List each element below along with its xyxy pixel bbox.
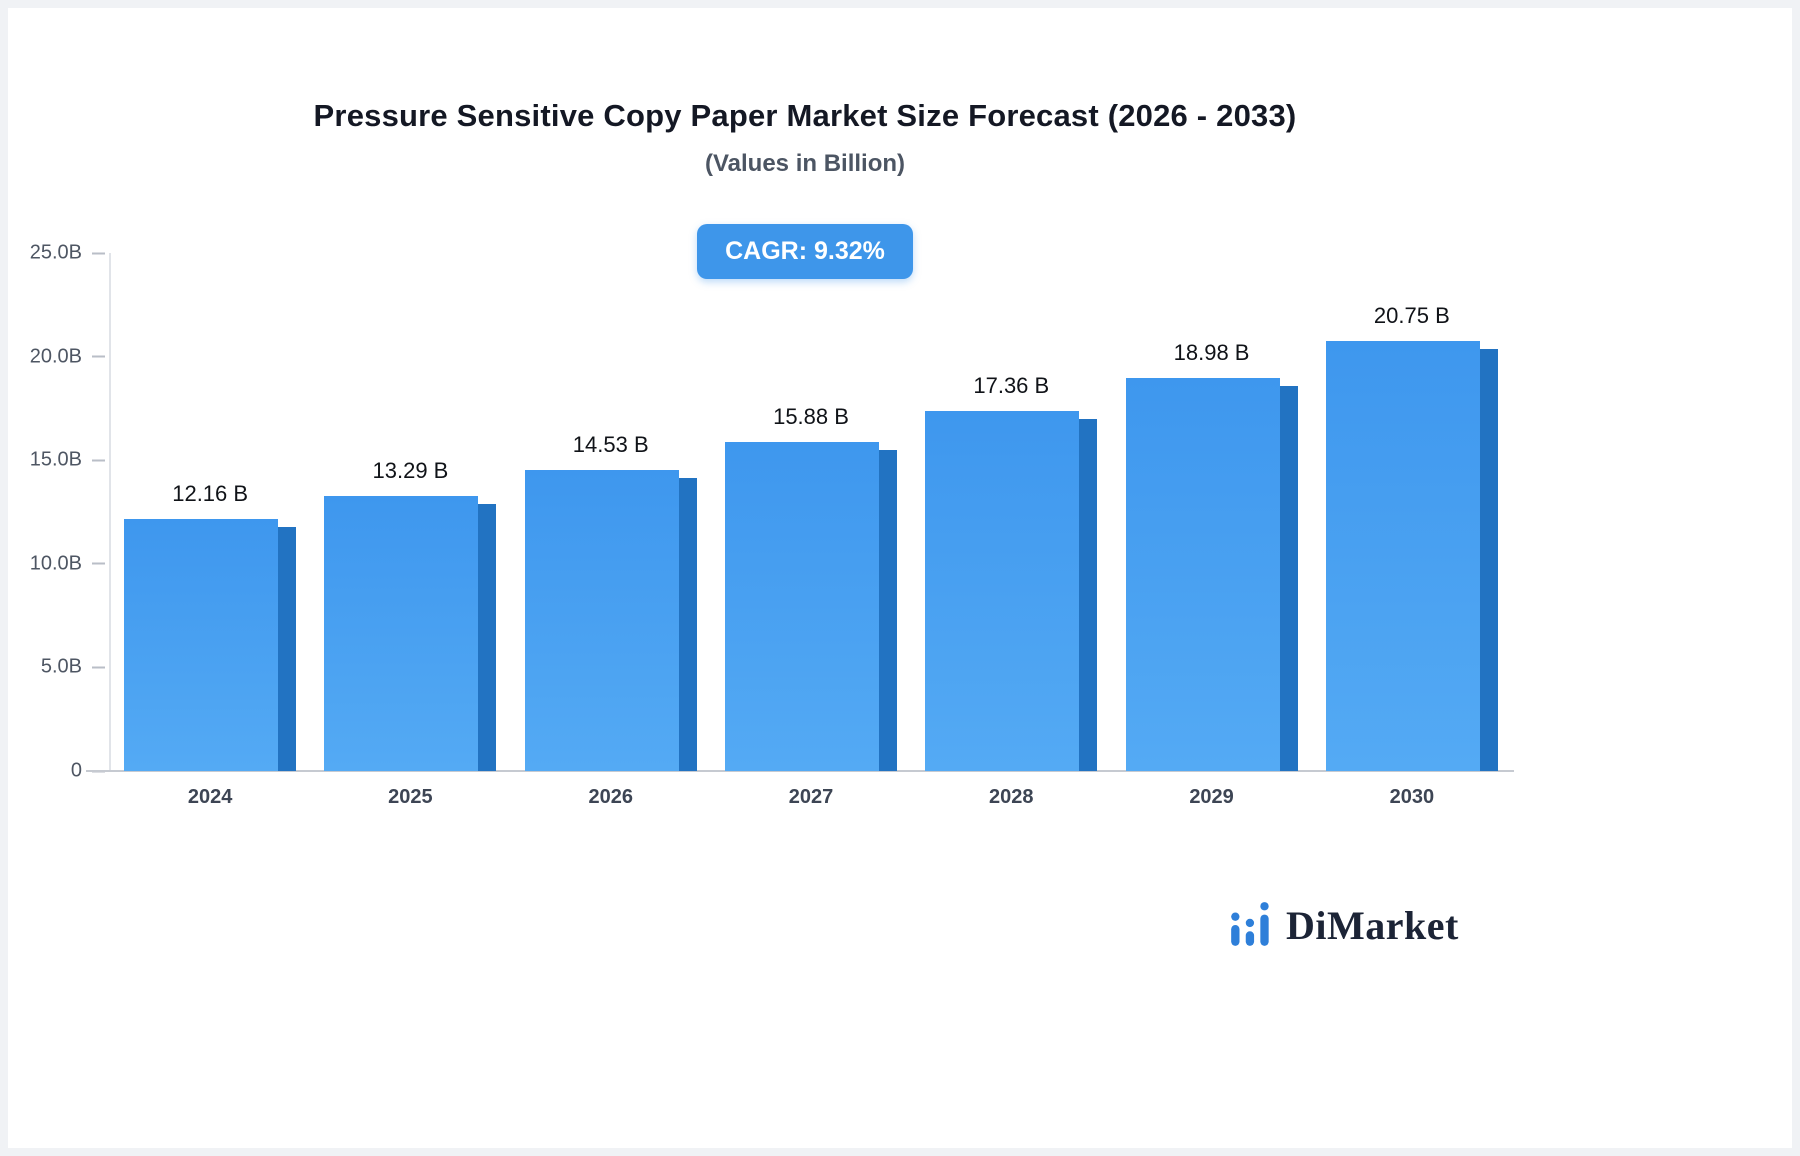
y-axis-tick-mark: [92, 355, 105, 358]
bar-face: [725, 441, 879, 771]
y-axis-tick-mark: [92, 666, 105, 669]
bar-value-label: 14.53 B: [572, 431, 649, 457]
bar-side: [1279, 385, 1298, 771]
x-axis-line: [86, 770, 1514, 772]
bar-face: [524, 469, 679, 771]
x-axis-label: 2029: [1189, 786, 1234, 808]
y-axis-tick-mark: [92, 459, 105, 462]
y-axis-tick-label: 20.0B: [29, 345, 82, 368]
x-axis-label: 2026: [588, 786, 633, 808]
bar-2027[interactable]: 15.88 B: [725, 404, 897, 771]
bar-value-label: 18.98 B: [1173, 339, 1250, 365]
bar-2028[interactable]: 17.36 B: [925, 373, 1098, 771]
bar-value-label: 13.29 B: [372, 457, 449, 483]
y-axis-tick: 20.0B: [0, 345, 105, 368]
bar-side: [678, 477, 697, 771]
bar-value-label: 15.88 B: [773, 403, 849, 429]
cagr-badge: CAGR: 9.32%: [697, 224, 913, 279]
bar-face: [124, 519, 279, 771]
bar-side: [879, 449, 897, 771]
bar-face: [324, 495, 479, 771]
bar-side: [278, 527, 297, 771]
dimarket-logo: DiMarket: [1228, 900, 1459, 950]
x-axis-label: 2025: [388, 786, 433, 808]
bar-side: [1079, 419, 1098, 771]
x-axis-label: 2028: [989, 786, 1034, 808]
plot-area: 12.16 B 13.29 B 14.53 B 15.88 B 17.36 B 18.98…: [110, 253, 1512, 771]
bar-2026[interactable]: 14.53 B: [524, 432, 697, 771]
bar-side: [478, 503, 497, 771]
y-axis-tick-mark: [92, 252, 105, 254]
bar-2030[interactable]: 20.75 B: [1325, 303, 1498, 771]
y-axis-tick: 15.0B: [0, 449, 105, 472]
y-axis-tick-label: 15.0B: [29, 448, 82, 471]
bar-side: [1479, 349, 1498, 771]
dimarket-logo-text: DiMarket: [1286, 902, 1459, 948]
y-axis-tick-label: 10.0B: [29, 552, 82, 575]
x-axis-label: 2027: [788, 786, 834, 808]
x-axis-label: 2024: [187, 786, 233, 808]
y-axis-tick-label: 25.0B: [29, 241, 82, 264]
bar-chart-logo-icon: [1231, 902, 1269, 946]
bar-2025[interactable]: 13.29 B: [324, 458, 497, 771]
y-axis-tick-mark: [92, 562, 105, 565]
chart-subtitle: (Values in Billion): [704, 150, 906, 177]
y-axis-tick: 5.0B: [0, 656, 105, 679]
cagr-badge-band: CAGR: 9.32%: [0, 224, 1610, 279]
bar-value-label: 12.16 B: [172, 481, 249, 507]
bar-face: [925, 411, 1080, 771]
y-axis-tick: 25.0B: [0, 242, 105, 265]
bar-value-label: 17.36 B: [973, 373, 1050, 399]
y-axis-tick-label: 5.0B: [40, 655, 82, 678]
chart-title: Pressure Sensitive Copy Paper Market Siz…: [313, 98, 1297, 133]
x-axis-label: 2030: [1389, 786, 1435, 808]
bar-face: [1125, 377, 1280, 771]
y-axis-tick: 10.0B: [0, 552, 105, 575]
bar-face: [1325, 341, 1480, 771]
bar-2024[interactable]: 12.16 B: [124, 481, 297, 771]
bar-2029[interactable]: 18.98 B: [1125, 340, 1298, 771]
y-axis-line: [109, 253, 111, 771]
y-axis: 0 5.0B 10.0B 15.0B 20.0B 25.0B: [0, 242, 105, 782]
y-axis-tick-label: 0: [70, 759, 82, 782]
x-axis-labels: 2024 2025 2026 2027 2028 2029 2030: [110, 786, 1512, 818]
bar-value-label: 20.75 B: [1373, 303, 1450, 329]
